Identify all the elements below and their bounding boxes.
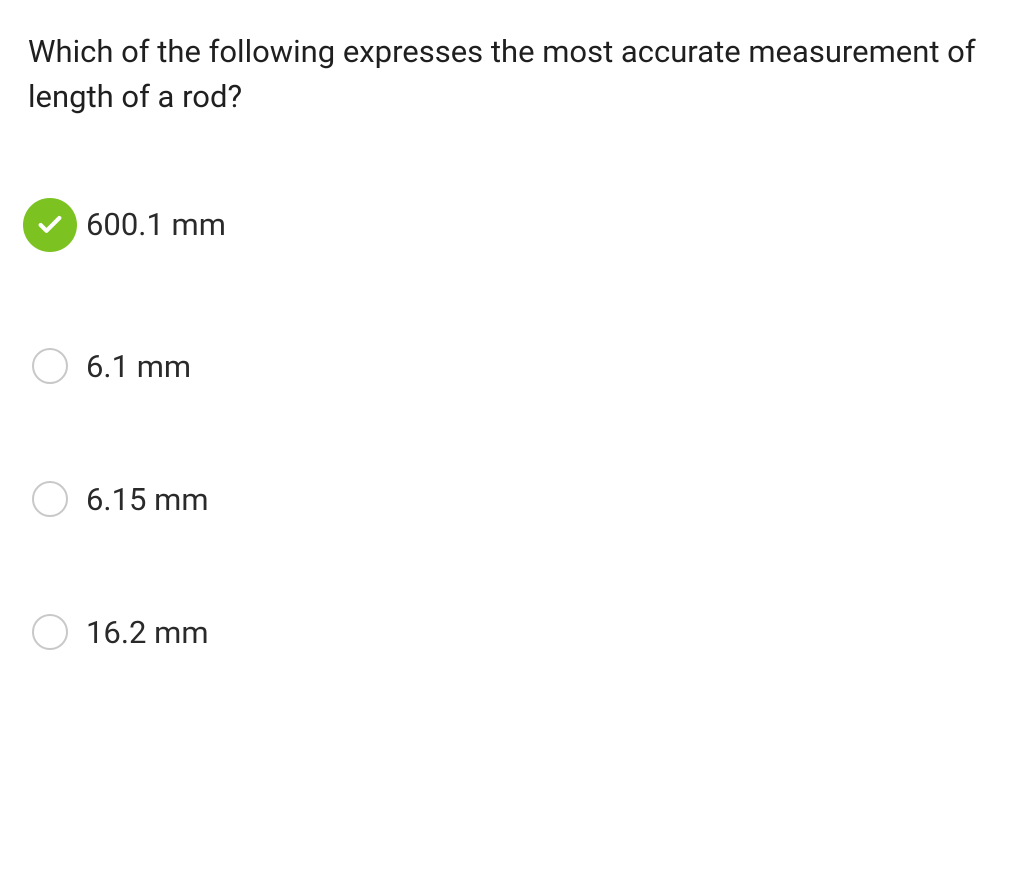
option-label: 6.15 mm <box>86 481 209 518</box>
options-list: 600.1 mm 6.1 mm 6.15 mm 16.2 mm <box>28 198 996 651</box>
radio-icon <box>32 481 68 517</box>
radio-icon <box>32 348 68 384</box>
option-label: 16.2 mm <box>86 614 209 651</box>
option-2[interactable]: 6.1 mm <box>32 348 996 385</box>
radio-icon <box>32 614 68 650</box>
option-label: 6.1 mm <box>86 348 191 385</box>
check-icon <box>23 198 77 252</box>
option-3[interactable]: 6.15 mm <box>32 481 996 518</box>
question-text: Which of the following expresses the mos… <box>28 30 996 120</box>
option-1[interactable]: 600.1 mm <box>32 198 996 252</box>
option-4[interactable]: 16.2 mm <box>32 614 996 651</box>
option-label: 600.1 mm <box>86 206 226 243</box>
